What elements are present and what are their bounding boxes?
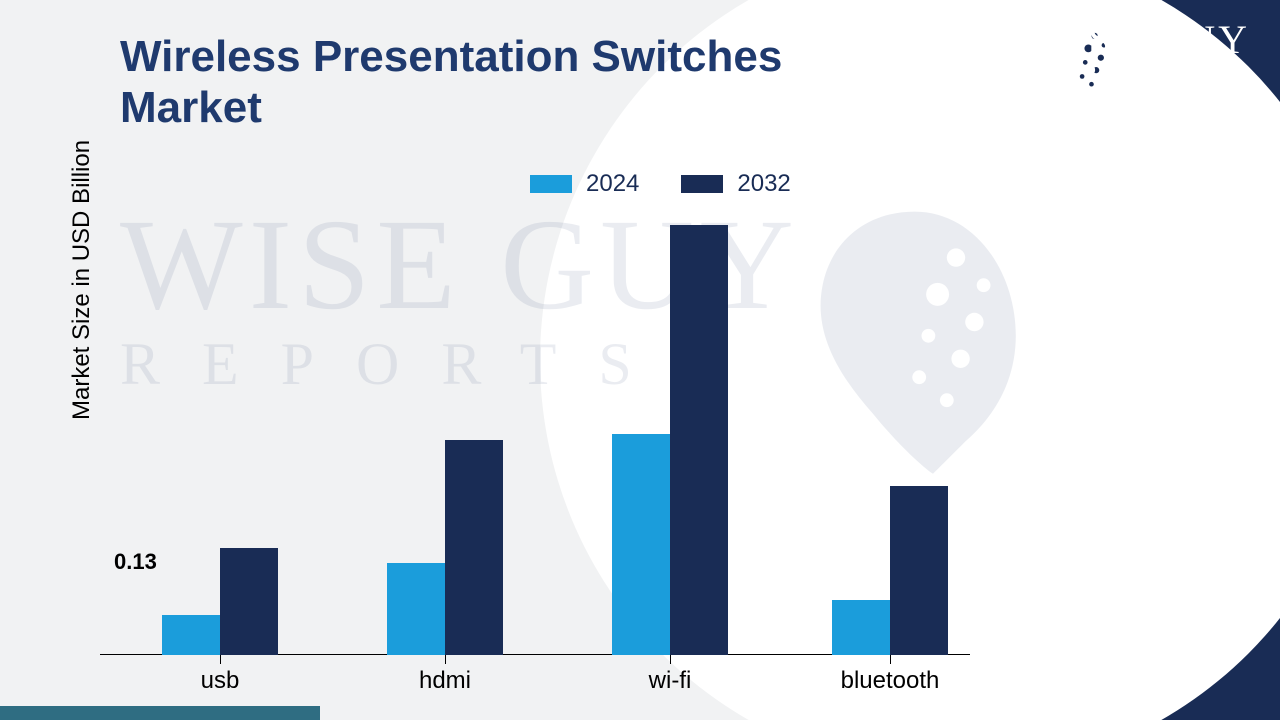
category-label-hdmi: hdmi	[419, 667, 471, 695]
chart-canvas: WISE GUY REPORTS Wireless Presentation S…	[0, 0, 1280, 720]
brand-logo: WISE GUY REPORTS	[1032, 20, 1250, 84]
bar-wi-fi-2032	[670, 225, 728, 655]
bar-bluetooth-2032	[890, 486, 948, 655]
legend: 2024 2032	[530, 170, 791, 198]
category-label-wi-fi: wi-fi	[649, 667, 692, 695]
footer-accent-bar	[0, 706, 320, 720]
chart-title: Wireless Presentation Switches Market	[120, 32, 880, 133]
bar-usb-2024	[162, 615, 220, 655]
bar-group-usb: usb	[130, 210, 310, 655]
x-tick	[670, 655, 671, 664]
bar-hdmi-2024	[387, 563, 445, 655]
x-tick	[220, 655, 221, 664]
bar-bluetooth-2024	[832, 600, 890, 655]
value-label: 0.13	[114, 549, 157, 575]
legend-item-2024: 2024	[530, 170, 639, 198]
x-tick	[890, 655, 891, 664]
bar-hdmi-2032	[445, 440, 503, 655]
plot-area: usbhdmiwi-fibluetooth0.13	[100, 210, 970, 655]
legend-swatch-2024	[530, 175, 572, 193]
x-tick	[445, 655, 446, 664]
bar-usb-2032	[220, 548, 278, 655]
legend-label-2024: 2024	[586, 170, 639, 198]
brand-line2: REPORTS	[1032, 62, 1250, 84]
y-axis-label: Market Size in USD Billion	[68, 140, 96, 420]
legend-swatch-2032	[681, 175, 723, 193]
legend-item-2032: 2032	[681, 170, 790, 198]
legend-label-2032: 2032	[737, 170, 790, 198]
category-label-usb: usb	[201, 667, 240, 695]
bar-group-hdmi: hdmi	[355, 210, 535, 655]
brand-line1: WISE GUY	[1032, 20, 1250, 60]
bar-wi-fi-2024	[612, 434, 670, 655]
category-label-bluetooth: bluetooth	[841, 667, 940, 695]
bar-group-bluetooth: bluetooth	[800, 210, 980, 655]
bar-group-wi-fi: wi-fi	[580, 210, 760, 655]
